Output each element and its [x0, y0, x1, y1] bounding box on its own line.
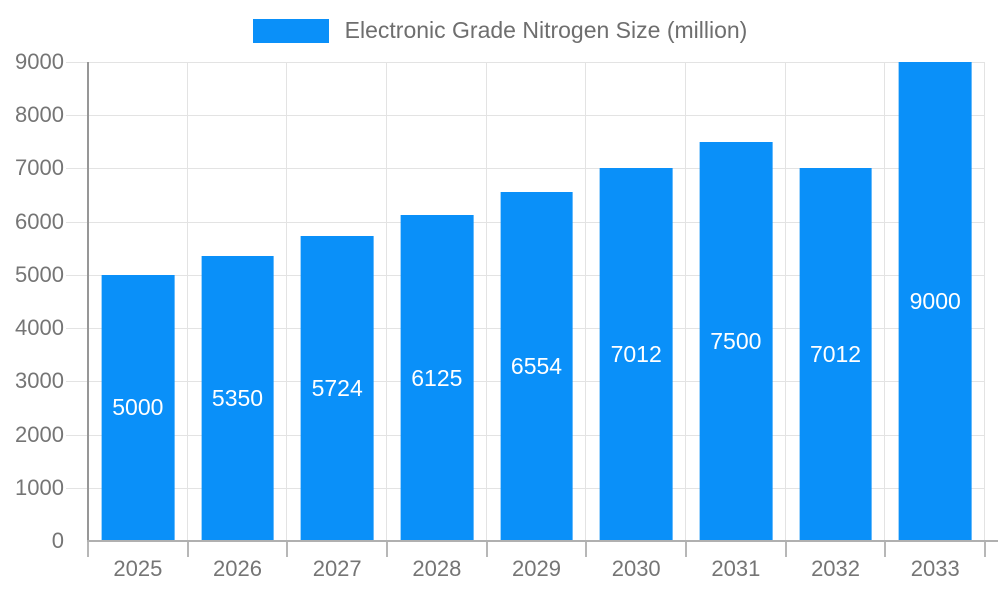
bar-band-2026: 5350	[188, 62, 288, 541]
gridline-x-8	[884, 62, 886, 541]
x-axis-tick-1	[186, 542, 189, 557]
y-tick-label-4000: 4000	[15, 315, 64, 341]
bar-2025[interactable]: 5000	[101, 274, 175, 541]
x-axis-tick-5	[585, 542, 588, 557]
bar-value-label-2032: 7012	[809, 340, 862, 367]
x-axis-tick-8	[884, 542, 887, 557]
y-axis-line	[87, 62, 89, 542]
x-tick-label-2027: 2027	[312, 556, 362, 581]
gridline-y-8000	[66, 115, 985, 117]
bar-2029[interactable]: 6554	[500, 192, 573, 541]
y-tick-label-8000: 8000	[15, 102, 64, 128]
plot-area: 5000 5350 5724 6125 6554 7012 7500 7012 9000	[66, 62, 985, 541]
gridline-y-7000	[66, 168, 985, 170]
x-axis-tick-4	[485, 542, 488, 557]
x-axis-tick-7	[784, 542, 787, 557]
x-axis-tick-6	[685, 542, 687, 557]
bar-value-label-2028: 6125	[411, 364, 463, 391]
x-tick-label-2033: 2033	[910, 556, 960, 581]
gridline-x-6	[684, 62, 686, 541]
legend[interactable]: Electronic Grade Nitrogen Size (million)	[0, 17, 1000, 44]
bar-2026[interactable]: 5350	[201, 256, 274, 541]
x-tick-label-2031: 2031	[711, 556, 761, 581]
y-tick-label-5000: 5000	[15, 261, 64, 287]
bar-band-2025: 5000	[88, 62, 188, 541]
gridline-x-9	[984, 62, 985, 541]
y-tick-label-1000: 1000	[15, 474, 64, 500]
x-tick-label-2025: 2025	[113, 556, 163, 581]
x-tick-label-2029: 2029	[512, 556, 561, 581]
gridline-y-9000	[66, 62, 985, 63]
bar-band-2033: 9000	[885, 62, 985, 541]
bar-value-label-2031: 7500	[710, 327, 762, 354]
gridline-x-2	[286, 62, 288, 541]
bar-2033[interactable]: 9000	[898, 62, 972, 541]
bar-value-label-2033: 9000	[909, 288, 961, 314]
gridline-x-1	[186, 62, 188, 541]
bar-value-label-2027: 5724	[311, 375, 363, 402]
y-tick-label-6000: 6000	[15, 208, 64, 234]
x-axis-line	[87, 540, 998, 542]
bar-value-label-2030: 7012	[610, 340, 662, 367]
bar-2028[interactable]: 6125	[400, 215, 474, 541]
y-tick-label-2000: 2000	[15, 421, 64, 447]
legend-label: Electronic Grade Nitrogen Size (million)	[344, 17, 748, 43]
x-axis-tick-9	[984, 542, 986, 557]
bar-band-2031: 7500	[686, 62, 786, 541]
bar-2027[interactable]: 5724	[300, 236, 374, 541]
y-axis-labels: 0 1000 2000 3000 4000 5000 6000 7000 8000 9000	[0, 49, 64, 553]
bar-band-2030: 7012	[586, 62, 686, 541]
bar-2032[interactable]: 7012	[799, 167, 872, 541]
x-axis-labels: 2025 2026 2027 2028 2029 2030 2031 2032 2033	[88, 556, 985, 582]
bar-value-label-2029: 6554	[510, 353, 563, 380]
gridline-x-3	[385, 62, 387, 541]
legend-swatch-icon	[252, 18, 329, 43]
bar-band-2029: 6554	[487, 62, 587, 541]
bar-value-label-2026: 5350	[211, 385, 264, 412]
y-tick-label-9000: 9000	[15, 49, 64, 74]
x-tick-label-2030: 2030	[611, 556, 661, 581]
x-tick-label-2028: 2028	[412, 556, 462, 581]
bar-2030[interactable]: 7012	[599, 167, 673, 541]
gridline-x-5	[585, 62, 587, 541]
x-axis-tick-2	[286, 542, 289, 557]
x-tick-label-2026: 2026	[213, 556, 262, 581]
x-axis-tick-0	[87, 542, 89, 557]
x-tick-label-2032: 2032	[811, 556, 861, 581]
gridline-x-7	[784, 62, 786, 541]
y-tick-label-7000: 7000	[15, 155, 64, 181]
bar-value-label-2025: 5000	[112, 394, 164, 421]
x-axis-tick-3	[386, 542, 388, 557]
bar-2031[interactable]: 7500	[699, 141, 773, 541]
gridline-x-4	[485, 62, 487, 541]
bar-band-2027: 5724	[287, 62, 387, 541]
y-tick-label-3000: 3000	[15, 368, 64, 394]
bar-band-2032: 7012	[786, 62, 886, 541]
bar-series: 5000 5350 5724 6125 6554 7012 7500 7012 9000	[88, 62, 985, 541]
bar-band-2028: 6125	[387, 62, 487, 541]
y-tick-label-0: 0	[51, 528, 64, 553]
